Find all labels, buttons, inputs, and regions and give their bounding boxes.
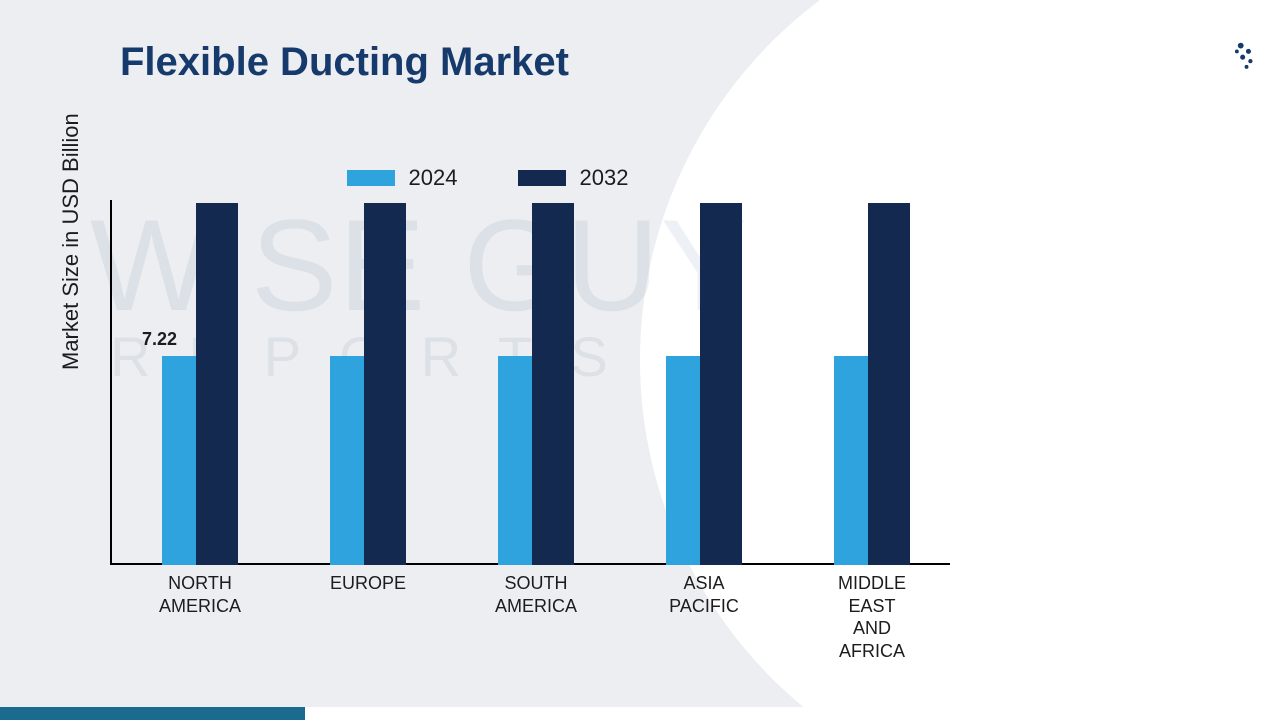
bar-2032-1 bbox=[364, 203, 406, 565]
y-axis-label: Market Size in USD Billion bbox=[58, 113, 84, 370]
logo-sub-text: REPORTS bbox=[996, 62, 1214, 80]
legend-item-2032: 2032 bbox=[518, 165, 629, 191]
legend-label-2032: 2032 bbox=[580, 165, 629, 191]
bar-2032-2 bbox=[532, 203, 574, 565]
category-label: EUROPE bbox=[298, 572, 438, 595]
brain-head-icon bbox=[1204, 28, 1262, 98]
legend-swatch-2032 bbox=[518, 170, 566, 186]
category-label: SOUTHAMERICA bbox=[466, 572, 606, 617]
bar-2032-4 bbox=[868, 203, 910, 565]
legend-swatch-2024 bbox=[347, 170, 395, 186]
bottom-accent-strip bbox=[0, 707, 305, 720]
bar-value-label: 7.22 bbox=[142, 329, 177, 350]
bar-2032-0 bbox=[196, 203, 238, 565]
canvas: WISE GUY REPORTS Flexible Ducting Market… bbox=[0, 0, 1280, 720]
legend-label-2024: 2024 bbox=[409, 165, 458, 191]
chart-plot-area: 7.22 bbox=[110, 200, 950, 565]
bar-2032-3 bbox=[700, 203, 742, 565]
category-label: NORTHAMERICA bbox=[130, 572, 270, 617]
category-label: ASIAPACIFIC bbox=[634, 572, 774, 617]
y-axis-line bbox=[110, 200, 112, 565]
brand-logo: WISE GUY REPORTS bbox=[996, 24, 1256, 80]
chart-title: Flexible Ducting Market bbox=[120, 40, 569, 85]
legend: 2024 2032 bbox=[0, 165, 975, 191]
legend-item-2024: 2024 bbox=[347, 165, 458, 191]
category-label: MIDDLEEASTANDAFRICA bbox=[802, 572, 942, 662]
